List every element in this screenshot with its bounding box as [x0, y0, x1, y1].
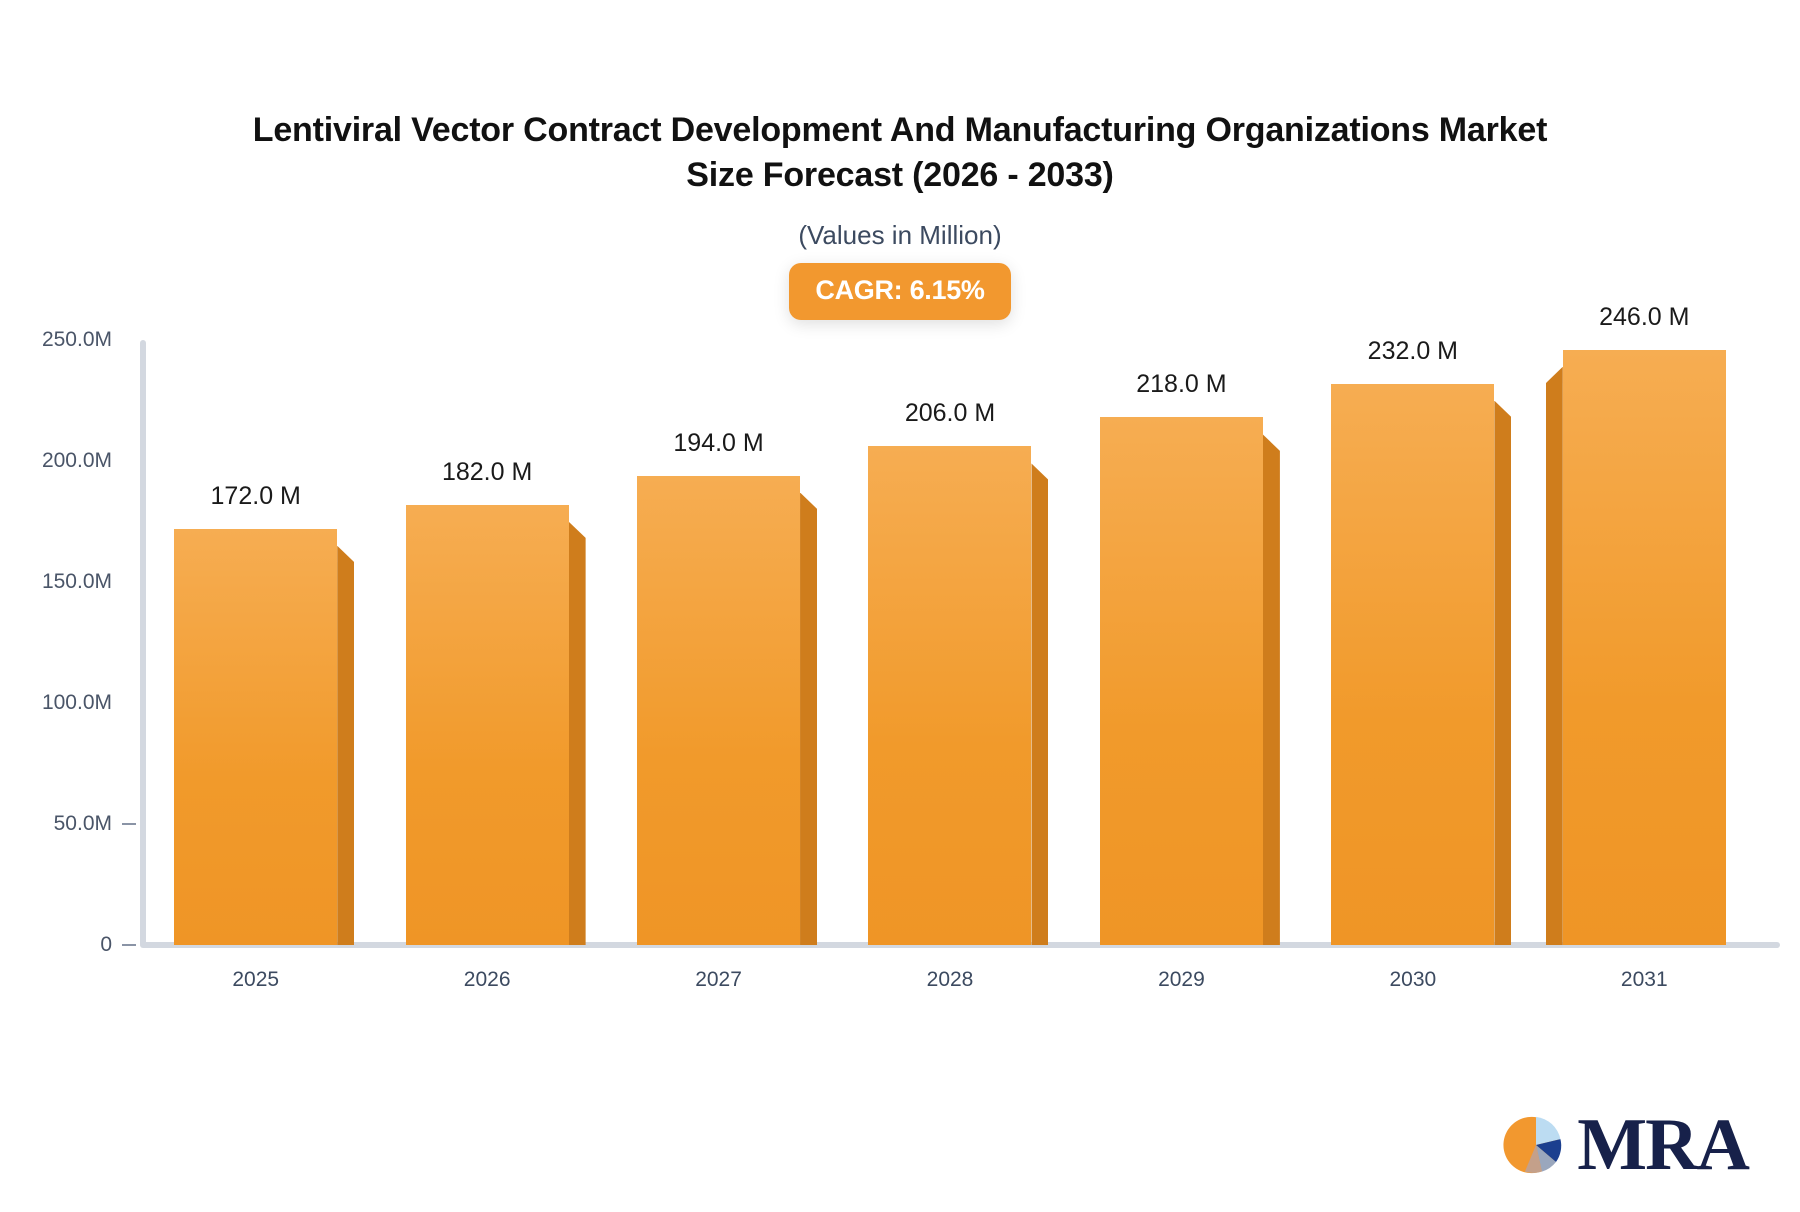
bar-series [146, 300, 1766, 945]
bar-value-label: 194.0 M [673, 428, 764, 457]
bar-side-face [1545, 366, 1563, 945]
y-axis-tick-label: 50.0M [53, 812, 112, 835]
cagr-badge: CAGR: 6.15% [789, 263, 1011, 321]
x-axis-tick-label: 2028 [926, 968, 974, 991]
bar[interactable] [1562, 349, 1726, 945]
bar[interactable] [1331, 383, 1495, 945]
bar-side-face [1031, 463, 1049, 945]
bar[interactable] [1099, 417, 1263, 945]
bar-value-label: 246.0 M [1599, 302, 1690, 331]
bar-group[interactable] [1072, 300, 1303, 945]
bar[interactable] [174, 528, 338, 945]
chart-subtitle: (Values in Million) [798, 220, 1002, 251]
y-axis-tick-mark [122, 944, 136, 946]
bar-value-label: 172.0 M [210, 481, 301, 510]
y-axis-spine [140, 340, 146, 947]
bar-group[interactable] [1303, 300, 1534, 945]
bar-side-face [800, 492, 818, 945]
bar[interactable] [637, 475, 801, 945]
bar-side-face [1262, 434, 1280, 945]
y-axis-tick-label: 100.0M [41, 691, 112, 714]
x-axis-tick-label: 2031 [1620, 968, 1668, 991]
x-axis-spine [140, 942, 1780, 948]
brand-logo: MRA [1499, 1103, 1750, 1186]
page-title: Lentiviral Vector Contract Development A… [252, 111, 1548, 195]
x-axis-tick-label: 2029 [1158, 968, 1205, 991]
bar-value-label: 232.0 M [1367, 336, 1459, 365]
cagr-badge-container: CAGR: 6.15% [0, 263, 1800, 321]
x-axis-tick-label: 2026 [463, 968, 511, 991]
bar-side-face [1494, 400, 1512, 945]
bar-side-face [337, 545, 355, 945]
bar[interactable] [405, 504, 569, 945]
bar-group[interactable] [377, 300, 608, 945]
y-axis: 0 50.0M 100.0M 150.0M 200.0M 250.0M [0, 0, 112, 1212]
bar-group[interactable] [609, 300, 840, 945]
y-axis-tick-mark [122, 823, 136, 825]
bar-group[interactable] [840, 300, 1071, 945]
bar-group[interactable] [1535, 300, 1766, 945]
y-axis-tick-label: 250.0M [41, 328, 112, 351]
x-axis-tick-label: 2025 [232, 968, 280, 991]
y-axis-tick-label: 0 [100, 933, 112, 956]
logo-text: MRA [1577, 1103, 1750, 1186]
chart-header: Lentiviral Vector Contract Development A… [0, 0, 1800, 321]
y-axis-tick-label: 150.0M [41, 570, 112, 593]
x-axis-tick-label: 2030 [1389, 968, 1437, 991]
bar-value-label: 206.0 M [904, 399, 996, 428]
bar-value-label: 182.0 M [441, 457, 533, 486]
bar-side-face [568, 521, 586, 945]
pie-chart-icon [1503, 1116, 1562, 1174]
bar-value-label: 218.0 M [1136, 370, 1227, 399]
bar[interactable] [868, 446, 1032, 945]
bar-group[interactable] [146, 300, 377, 945]
x-axis-tick-label: 2027 [695, 968, 742, 991]
y-axis-tick-label: 200.0M [41, 449, 112, 472]
